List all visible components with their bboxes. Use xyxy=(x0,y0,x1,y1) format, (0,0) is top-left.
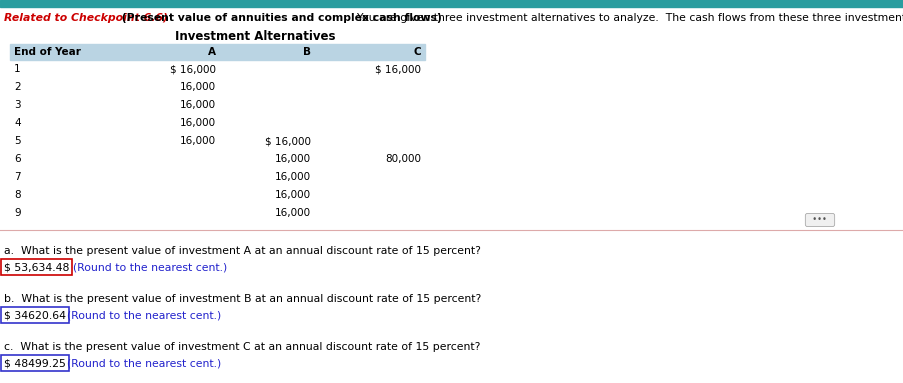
Text: (Round to the nearest cent.): (Round to the nearest cent.) xyxy=(66,262,227,272)
Text: (Round to the nearest cent.): (Round to the nearest cent.) xyxy=(60,310,221,320)
Text: 7: 7 xyxy=(14,172,21,182)
Text: 16,000: 16,000 xyxy=(275,172,311,182)
Text: 3: 3 xyxy=(14,100,21,110)
Text: (Round to the nearest cent.): (Round to the nearest cent.) xyxy=(60,358,221,368)
Text: 16,000: 16,000 xyxy=(180,136,216,146)
Bar xyxy=(0,0,903,7)
Text: Related to Checkpoint 6.6): Related to Checkpoint 6.6) xyxy=(4,13,168,23)
Text: $ 16,000: $ 16,000 xyxy=(170,64,216,74)
Text: 16,000: 16,000 xyxy=(275,190,311,200)
Text: 16,000: 16,000 xyxy=(180,118,216,128)
Text: 6: 6 xyxy=(14,154,21,164)
Text: a.  What is the present value of investment A at an annual discount rate of 15 p: a. What is the present value of investme… xyxy=(4,246,480,256)
Text: 4: 4 xyxy=(14,118,21,128)
Text: 16,000: 16,000 xyxy=(275,154,311,164)
Bar xyxy=(10,44,424,60)
Text: $ 34620.64: $ 34620.64 xyxy=(4,310,66,320)
Text: (Present value of annuities and complex cash flows): (Present value of annuities and complex … xyxy=(118,13,442,23)
Text: You are given three investment alternatives to analyze.  The cash flows from the: You are given three investment alternati… xyxy=(349,13,903,23)
Text: 9: 9 xyxy=(14,208,21,218)
Text: •••: ••• xyxy=(806,216,832,224)
Text: 80,000: 80,000 xyxy=(385,154,421,164)
Text: b.  What is the present value of investment B at an annual discount rate of 15 p: b. What is the present value of investme… xyxy=(4,294,480,304)
Text: 5: 5 xyxy=(14,136,21,146)
Text: 1: 1 xyxy=(14,64,21,74)
Text: End of Year: End of Year xyxy=(14,47,80,57)
Text: $ 16,000: $ 16,000 xyxy=(265,136,311,146)
Text: C: C xyxy=(413,47,421,57)
Text: $ 16,000: $ 16,000 xyxy=(375,64,421,74)
Text: A: A xyxy=(208,47,216,57)
Text: 2: 2 xyxy=(14,82,21,92)
Text: 16,000: 16,000 xyxy=(180,100,216,110)
Text: c.  What is the present value of investment C at an annual discount rate of 15 p: c. What is the present value of investme… xyxy=(4,342,479,352)
Text: Investment Alternatives: Investment Alternatives xyxy=(175,30,335,43)
Text: 16,000: 16,000 xyxy=(275,208,311,218)
Text: B: B xyxy=(303,47,311,57)
Text: $ 48499.25: $ 48499.25 xyxy=(4,358,66,368)
Text: 8: 8 xyxy=(14,190,21,200)
Text: $ 53,634.48: $ 53,634.48 xyxy=(4,262,70,272)
Text: 16,000: 16,000 xyxy=(180,82,216,92)
